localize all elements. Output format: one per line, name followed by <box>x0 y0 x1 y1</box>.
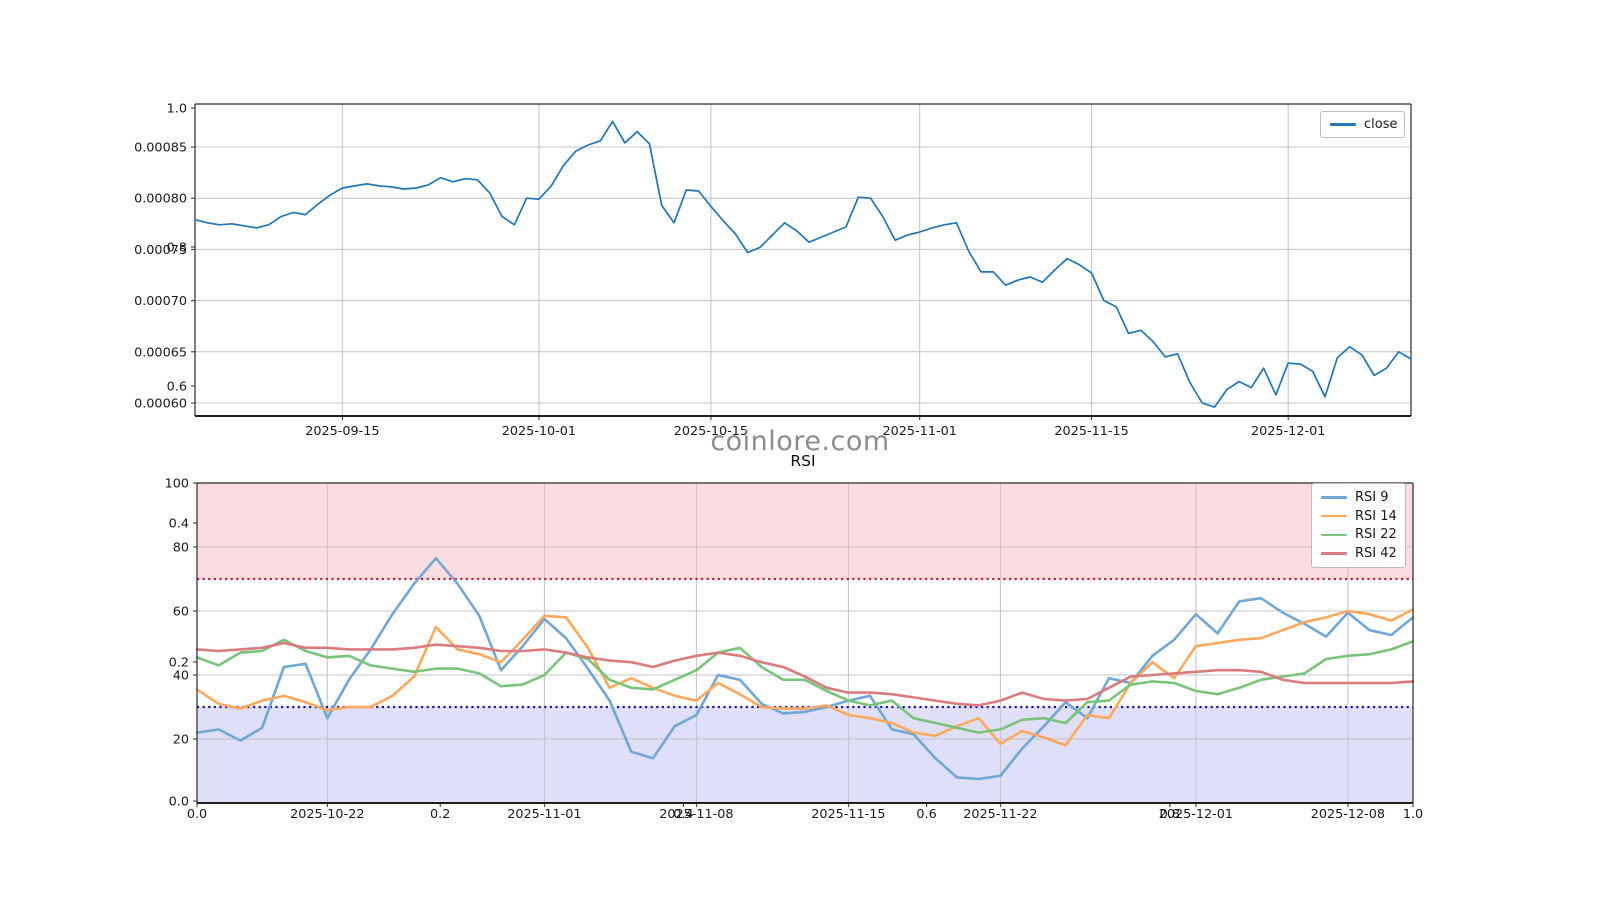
svg-text:2025-11-15: 2025-11-15 <box>811 807 885 822</box>
svg-text:0.00065: 0.00065 <box>134 345 187 360</box>
svg-text:0.2: 0.2 <box>430 807 450 822</box>
svg-text:2025-10-15: 2025-10-15 <box>674 424 748 439</box>
svg-text:0.00085: 0.00085 <box>134 141 187 156</box>
svg-text:0.2: 0.2 <box>169 656 189 671</box>
svg-text:0.8: 0.8 <box>167 241 187 256</box>
svg-text:0.4: 0.4 <box>673 807 693 822</box>
svg-text:2025-11-15: 2025-11-15 <box>1054 424 1128 439</box>
svg-text:80: 80 <box>173 541 189 556</box>
svg-text:2025-11-22: 2025-11-22 <box>963 807 1037 822</box>
legend-row-rsi14: RSI 14 <box>1321 507 1397 526</box>
price-legend: close <box>1320 111 1405 138</box>
svg-text:20: 20 <box>173 733 189 748</box>
rsi-plot: 20 40 60 80 100 0.4 0.2 0.0 2025-10-22 2025-11-01… <box>165 477 1424 823</box>
svg-text:2025-09-15: 2025-09-15 <box>305 424 379 439</box>
watermark: coinlore.com <box>710 426 890 457</box>
rsi42-line-swatch <box>1321 552 1347 555</box>
svg-text:2025-11-01: 2025-11-01 <box>507 807 581 822</box>
svg-text:0.4: 0.4 <box>169 517 189 532</box>
rsi14-line-swatch <box>1321 514 1347 518</box>
svg-text:0.0: 0.0 <box>169 795 189 810</box>
svg-text:100: 100 <box>165 477 189 492</box>
svg-text:2025-12-01: 2025-12-01 <box>1159 807 1233 822</box>
svg-text:0.00060: 0.00060 <box>134 397 187 412</box>
rsi-chart-title: RSI <box>790 452 816 470</box>
legend-row-close: close <box>1330 116 1398 133</box>
svg-text:0.00070: 0.00070 <box>134 294 187 309</box>
svg-text:2025-11-08: 2025-11-08 <box>659 807 733 822</box>
svg-text:2025-10-01: 2025-10-01 <box>502 424 576 439</box>
rsi-legend: RSI 9 RSI 14 RSI 22 RSI 42 <box>1311 483 1406 568</box>
price-plot: 0.00060 0.00065 0.00070 0.00075 0.00080 0.000… <box>134 102 1412 439</box>
rsi9-line-swatch <box>1321 496 1347 499</box>
svg-text:2025-12-08: 2025-12-08 <box>1311 807 1385 822</box>
legend-row-rsi9: RSI 9 <box>1321 488 1396 507</box>
legend-label-rsi14: RSI 14 <box>1355 508 1397 524</box>
svg-text:2025-10-22: 2025-10-22 <box>290 807 364 822</box>
legend-label-rsi42: RSI 42 <box>1355 546 1397 562</box>
legend-label-close: close <box>1364 117 1398 132</box>
svg-text:0.00075: 0.00075 <box>134 243 187 258</box>
svg-text:2025-12-01: 2025-12-01 <box>1251 424 1325 439</box>
svg-text:0.8: 0.8 <box>1160 807 1180 822</box>
legend-row-rsi22: RSI 22 <box>1321 526 1397 545</box>
svg-text:0.6: 0.6 <box>167 380 187 395</box>
svg-text:0.0: 0.0 <box>187 807 207 822</box>
svg-text:40: 40 <box>173 669 189 684</box>
legend-label-rsi9: RSI 9 <box>1355 489 1389 505</box>
legend-row-rsi42: RSI 42 <box>1321 544 1397 563</box>
rsi22-line-swatch <box>1321 533 1347 537</box>
close-line-swatch <box>1330 123 1356 126</box>
svg-text:2025-11-01: 2025-11-01 <box>883 424 957 439</box>
svg-text:0.00080: 0.00080 <box>134 192 187 207</box>
svg-text:1.0: 1.0 <box>167 102 187 117</box>
svg-text:0.6: 0.6 <box>916 807 936 822</box>
legend-label-rsi22: RSI 22 <box>1355 527 1397 543</box>
svg-text:60: 60 <box>173 605 189 620</box>
svg-text:1.0: 1.0 <box>1403 807 1423 822</box>
